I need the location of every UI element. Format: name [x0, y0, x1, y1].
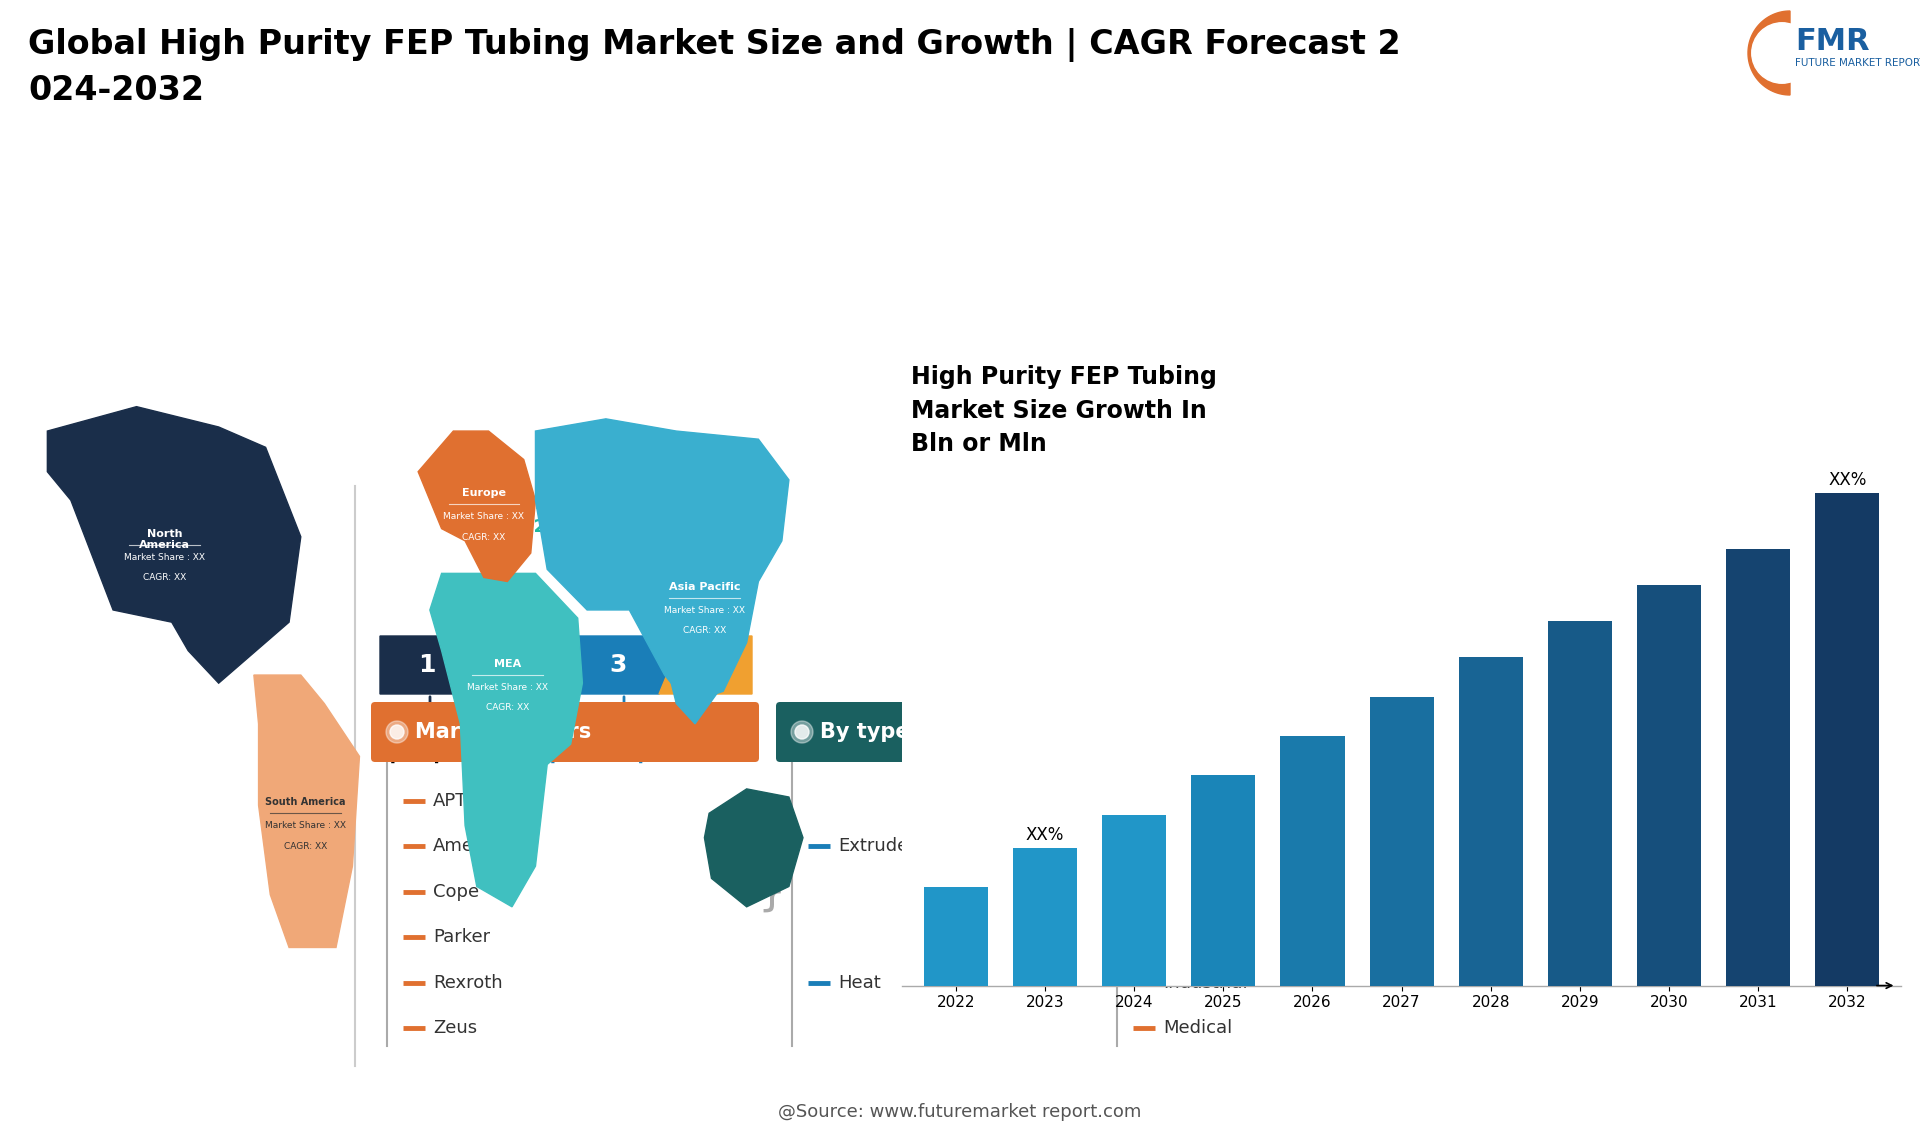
FancyBboxPatch shape: [371, 702, 758, 762]
Bar: [924, 887, 989, 986]
Text: Market players: Market players: [415, 722, 591, 741]
Circle shape: [795, 725, 808, 739]
Text: Asia Pacific: Asia Pacific: [668, 581, 741, 591]
Text: FUTURE MARKET REPORT: FUTURE MARKET REPORT: [1795, 58, 1920, 68]
Bar: [1548, 621, 1613, 986]
Text: CAGR
XX%%: CAGR XX%%: [708, 496, 772, 536]
Polygon shape: [430, 573, 582, 906]
Text: Market Share : XX: Market Share : XX: [265, 822, 346, 831]
Text: By type: By type: [820, 722, 910, 741]
Polygon shape: [472, 636, 578, 694]
Text: Market Share : XX: Market Share : XX: [444, 512, 524, 521]
Text: 024-2032: 024-2032: [29, 74, 204, 107]
Bar: [1014, 848, 1077, 986]
Text: Eectronic: Eectronic: [1164, 792, 1246, 810]
Text: CAGR: XX: CAGR: XX: [463, 533, 505, 542]
Text: Market Share : XX: Market Share : XX: [664, 606, 745, 615]
Text: }: }: [1557, 871, 1586, 913]
Text: 4: 4: [703, 653, 720, 677]
Text: North
America: North America: [138, 528, 190, 550]
Text: South America: South America: [265, 796, 346, 807]
Bar: [1190, 776, 1256, 986]
Text: Historical Years
[2018-2023]: Historical Years [2018-2023]: [549, 731, 668, 763]
Text: Base Year
[2024]: Base Year [2024]: [390, 731, 465, 763]
FancyBboxPatch shape: [1100, 702, 1559, 762]
Circle shape: [1119, 725, 1135, 739]
Text: CAGR: XX: CAGR: XX: [684, 626, 726, 635]
Text: CAGR: XX: CAGR: XX: [284, 842, 326, 850]
Text: By application: By application: [1144, 722, 1313, 741]
Text: }: }: [756, 871, 785, 913]
Text: 3: 3: [611, 653, 628, 677]
Bar: [1638, 586, 1701, 986]
Text: Environmental: Environmental: [1164, 838, 1294, 855]
Circle shape: [1116, 721, 1139, 743]
Polygon shape: [566, 636, 670, 694]
Text: 1: 1: [419, 653, 436, 677]
Text: Fiber: Fiber: [1164, 882, 1208, 901]
Text: High: High: [1164, 928, 1204, 947]
Bar: [1369, 697, 1434, 986]
Text: XX%: XX%: [1025, 826, 1064, 843]
Text: CAGR: XX: CAGR: XX: [144, 573, 186, 582]
Polygon shape: [380, 636, 486, 694]
Polygon shape: [48, 407, 301, 683]
Text: Europe: Europe: [463, 488, 505, 499]
Bar: [1281, 736, 1344, 986]
Polygon shape: [659, 636, 753, 694]
Text: Market Share : XX: Market Share : XX: [467, 683, 547, 692]
Polygon shape: [670, 643, 718, 724]
Polygon shape: [536, 418, 789, 704]
Text: Rexroth: Rexroth: [434, 974, 503, 991]
Circle shape: [386, 721, 407, 743]
Bar: [1814, 493, 1880, 986]
Text: CAGR: XX: CAGR: XX: [486, 704, 528, 713]
Text: FMR: FMR: [1795, 26, 1870, 55]
Text: APT: APT: [434, 792, 467, 810]
Polygon shape: [253, 675, 359, 948]
Text: Industrial: Industrial: [1164, 974, 1248, 991]
Text: 2: 2: [516, 653, 534, 677]
Polygon shape: [419, 431, 536, 581]
Text: High Purity FEP Tubing
Market Size Growth In
Bln or Mln: High Purity FEP Tubing Market Size Growt…: [912, 366, 1217, 456]
Text: Global High Purity FEP Tubing Market Size and Growth | CAGR Forecast 2: Global High Purity FEP Tubing Market Siz…: [29, 28, 1400, 62]
Text: Medical: Medical: [1164, 1019, 1233, 1037]
Circle shape: [1751, 23, 1812, 84]
Text: Market Share : XX: Market Share : XX: [125, 554, 205, 562]
Text: Parker: Parker: [434, 928, 490, 947]
Text: XX%: XX%: [1828, 471, 1866, 489]
Text: Extruded: Extruded: [837, 838, 920, 855]
Polygon shape: [1747, 11, 1789, 95]
Bar: [1726, 549, 1789, 986]
Text: Forecast Years
[2024-2032]: Forecast Years [2024-2032]: [455, 496, 605, 536]
Text: American: American: [434, 838, 518, 855]
Text: Zeus: Zeus: [434, 1019, 478, 1037]
Text: Heat: Heat: [837, 974, 881, 991]
Circle shape: [390, 725, 403, 739]
Bar: [1459, 658, 1523, 986]
Bar: [1102, 815, 1165, 986]
Text: @Source: www.futuremarket report.com: @Source: www.futuremarket report.com: [778, 1102, 1142, 1121]
Circle shape: [791, 721, 812, 743]
Text: MEA: MEA: [493, 659, 520, 669]
Text: Cope: Cope: [434, 882, 480, 901]
Polygon shape: [705, 788, 803, 906]
Text: }: }: [1083, 871, 1110, 913]
FancyBboxPatch shape: [776, 702, 1085, 762]
